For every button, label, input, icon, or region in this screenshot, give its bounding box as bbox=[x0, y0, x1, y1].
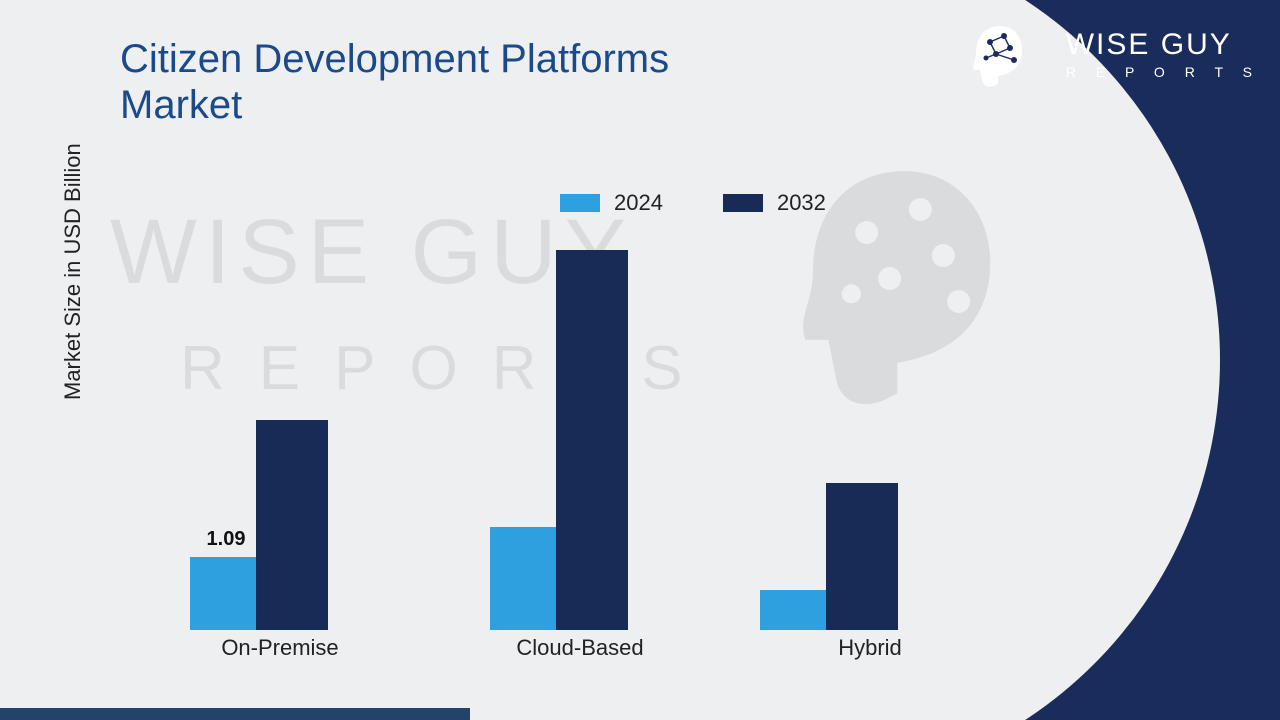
brand-line2: R E P O R T S bbox=[1066, 64, 1260, 80]
legend: 2024 2032 bbox=[560, 190, 826, 216]
stage: WISE GUY R E P O R T S WISE GUY REPORTS … bbox=[0, 0, 1280, 720]
bar bbox=[826, 483, 898, 630]
legend-label-2024: 2024 bbox=[614, 190, 663, 216]
bar bbox=[760, 590, 832, 630]
chart-title: Citizen Development Platforms Market bbox=[120, 36, 680, 128]
legend-swatch-2024 bbox=[560, 194, 600, 212]
bar bbox=[556, 250, 628, 630]
category-label: Hybrid bbox=[760, 635, 980, 661]
legend-item-2032: 2032 bbox=[723, 190, 826, 216]
bar bbox=[256, 420, 328, 630]
brand-head-icon bbox=[970, 24, 1030, 90]
bar-value-label: 1.09 bbox=[190, 528, 262, 551]
bar bbox=[190, 557, 262, 630]
bottom-accent-bar bbox=[0, 708, 470, 720]
bar bbox=[490, 527, 562, 630]
brand-text: WISE GUY R E P O R T S bbox=[1066, 28, 1260, 80]
brand-line1: WISE GUY bbox=[1066, 28, 1260, 62]
category-label: On-Premise bbox=[170, 635, 390, 661]
legend-label-2032: 2032 bbox=[777, 190, 826, 216]
y-axis-label: Market Size in USD Billion bbox=[60, 143, 86, 400]
chart-plot-area: On-PremiseCloud-BasedHybrid1.09 bbox=[120, 230, 940, 630]
category-label: Cloud-Based bbox=[470, 635, 690, 661]
legend-item-2024: 2024 bbox=[560, 190, 663, 216]
legend-swatch-2032 bbox=[723, 194, 763, 212]
